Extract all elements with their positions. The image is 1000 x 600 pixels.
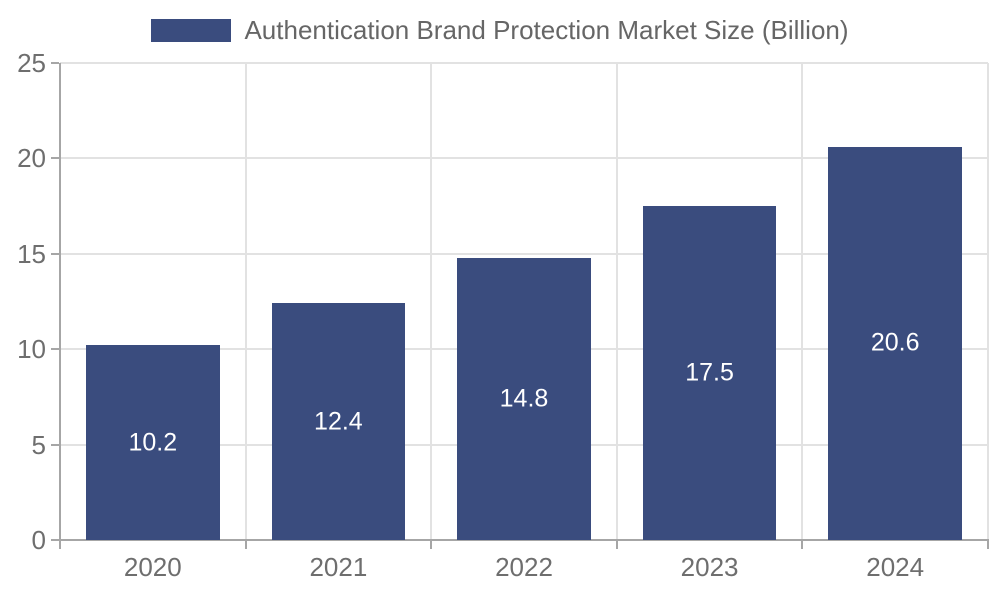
gridline-v	[430, 63, 433, 540]
bar-value-label: 17.5	[685, 358, 734, 387]
y-tick-label: 10	[17, 334, 46, 365]
x-tick	[59, 540, 61, 549]
y-tick	[51, 539, 59, 541]
gridline-v	[801, 63, 804, 540]
legend-label: Authentication Brand Protection Market S…	[244, 14, 849, 45]
x-tick-label: 2021	[309, 552, 368, 582]
x-tick	[615, 540, 618, 549]
gridline-v	[615, 63, 618, 540]
y-tick-label: 5	[31, 429, 46, 460]
gridline-h	[60, 252, 988, 255]
gridline-h	[60, 62, 988, 64]
y-tick-label: 25	[17, 48, 46, 78]
x-tick-label: 2023	[680, 552, 739, 582]
gridline-v	[244, 63, 247, 540]
bar-value-label: 12.4	[314, 407, 363, 436]
bar-2022[interactable]: 14.8	[457, 257, 591, 540]
bar-value-label: 20.6	[870, 328, 920, 357]
y-axis-line	[59, 63, 61, 542]
x-tick	[244, 540, 247, 549]
bar-2020[interactable]: 10.2	[85, 345, 220, 540]
bar-value-label: 10.2	[128, 428, 178, 457]
bar-2023[interactable]: 17.5	[642, 206, 777, 540]
x-tick-label: 2022	[495, 552, 553, 582]
y-tick-label: 20	[17, 143, 46, 174]
y-tick	[51, 157, 59, 160]
gridline-h	[60, 157, 988, 160]
legend-swatch-icon	[151, 18, 232, 42]
x-tick	[987, 540, 989, 549]
x-tick-label: 2024	[866, 552, 925, 582]
bar-2021[interactable]: 12.4	[271, 303, 406, 540]
y-tick	[51, 62, 59, 64]
y-tick	[51, 252, 59, 255]
x-tick	[801, 540, 804, 549]
bar-value-label: 14.8	[499, 384, 549, 413]
y-tick-label: 0	[31, 525, 46, 555]
bar-2024[interactable]: 20.6	[828, 146, 962, 540]
x-tick-label: 2020	[123, 552, 182, 582]
x-axis-line	[59, 539, 989, 541]
y-tick	[51, 443, 59, 446]
x-tick	[430, 540, 433, 549]
legend[interactable]: Authentication Brand Protection Market S…	[0, 13, 1000, 47]
gridline-v	[987, 63, 989, 540]
y-tick-label: 15	[17, 238, 46, 269]
y-tick	[51, 348, 59, 351]
